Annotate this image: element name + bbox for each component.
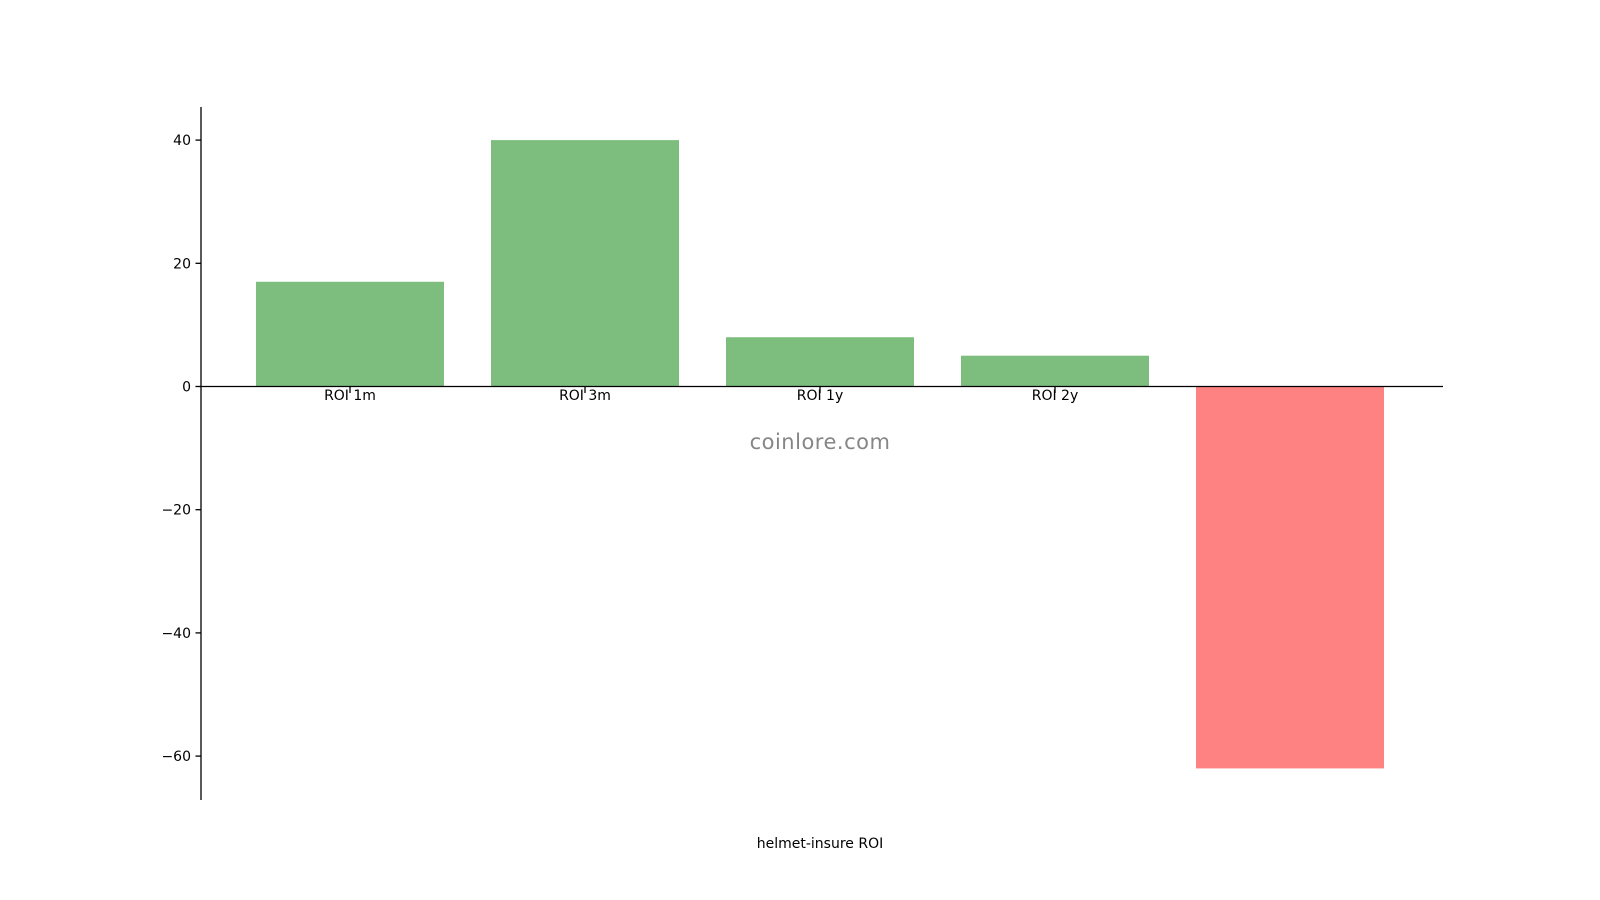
bar-roi-1y: [726, 337, 914, 387]
y-tick-label: −20: [161, 503, 191, 519]
y-tick-label: 0: [182, 380, 191, 396]
bar-unlabeled-5: [1196, 386, 1384, 769]
y-tick-label: −40: [161, 626, 191, 642]
x-tick-label: ROI 2y: [1032, 388, 1079, 404]
x-tick-label: ROI 3m: [559, 388, 611, 404]
y-tick-label: −60: [161, 749, 191, 765]
bar-roi-1m: [256, 281, 444, 387]
x-tick-label: ROI 1m: [324, 388, 376, 404]
bar-roi-3m: [491, 140, 679, 387]
x-tick-label: ROI 1y: [797, 388, 844, 404]
y-tick-label: 40: [173, 133, 191, 149]
chart-x-axis-title: helmet-insure ROI: [756, 836, 884, 852]
bar-roi-2y: [961, 355, 1149, 387]
y-tick-label: 20: [173, 256, 191, 272]
watermark-text: coinlore.com: [749, 430, 891, 454]
